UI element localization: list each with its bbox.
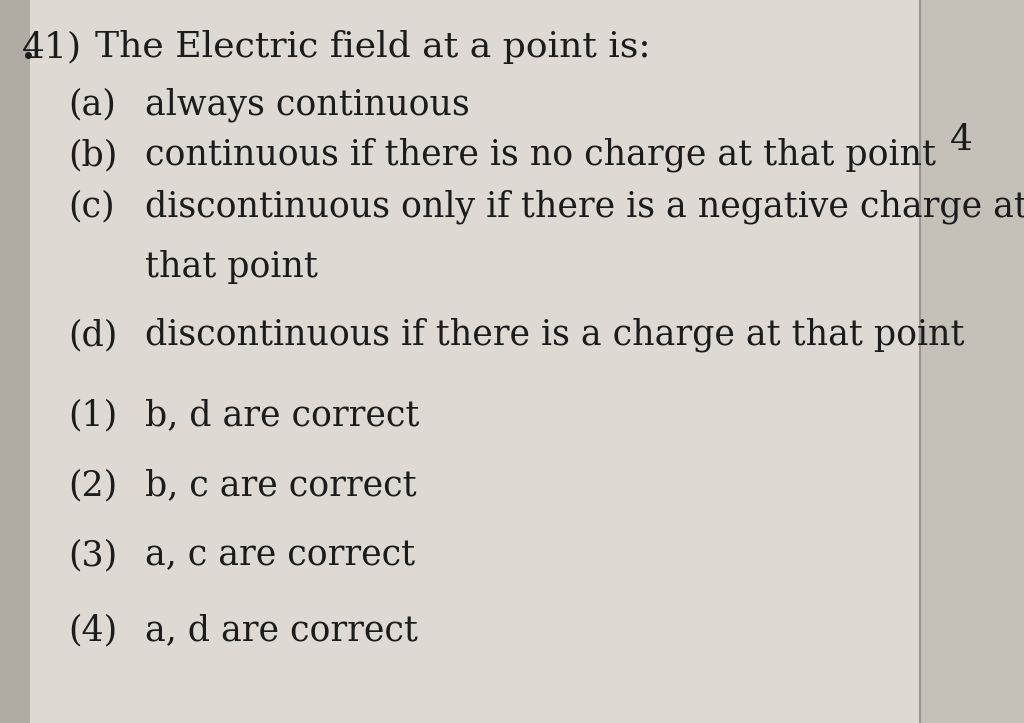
- Text: (3): (3): [68, 538, 118, 572]
- Bar: [920, 0, 1024, 723]
- Text: that point: that point: [145, 250, 317, 284]
- Text: (1): (1): [68, 398, 118, 432]
- Text: a, c are correct: a, c are correct: [145, 538, 415, 572]
- Text: b, d are correct: b, d are correct: [145, 398, 420, 432]
- Text: a, d are correct: a, d are correct: [145, 613, 418, 647]
- Text: discontinuous if there is a charge at that point: discontinuous if there is a charge at th…: [145, 318, 965, 353]
- Text: (c): (c): [68, 189, 115, 223]
- Bar: [0, 0, 30, 723]
- Text: (4): (4): [68, 613, 118, 647]
- Text: (b): (b): [68, 138, 118, 172]
- Text: (d): (d): [68, 318, 118, 352]
- Text: 41): 41): [22, 30, 82, 64]
- Text: discontinuous only if there is a negative charge at: discontinuous only if there is a negativ…: [145, 189, 1024, 223]
- Text: (a): (a): [68, 87, 116, 121]
- Text: 4: 4: [950, 123, 973, 157]
- Text: always continuous: always continuous: [145, 87, 470, 121]
- Bar: [30, 0, 920, 723]
- Text: continuous if there is no charge at that point: continuous if there is no charge at that…: [145, 138, 936, 173]
- Text: The Electric field at a point is:: The Electric field at a point is:: [95, 30, 650, 64]
- Text: b, c are correct: b, c are correct: [145, 468, 417, 502]
- Text: (2): (2): [68, 468, 118, 502]
